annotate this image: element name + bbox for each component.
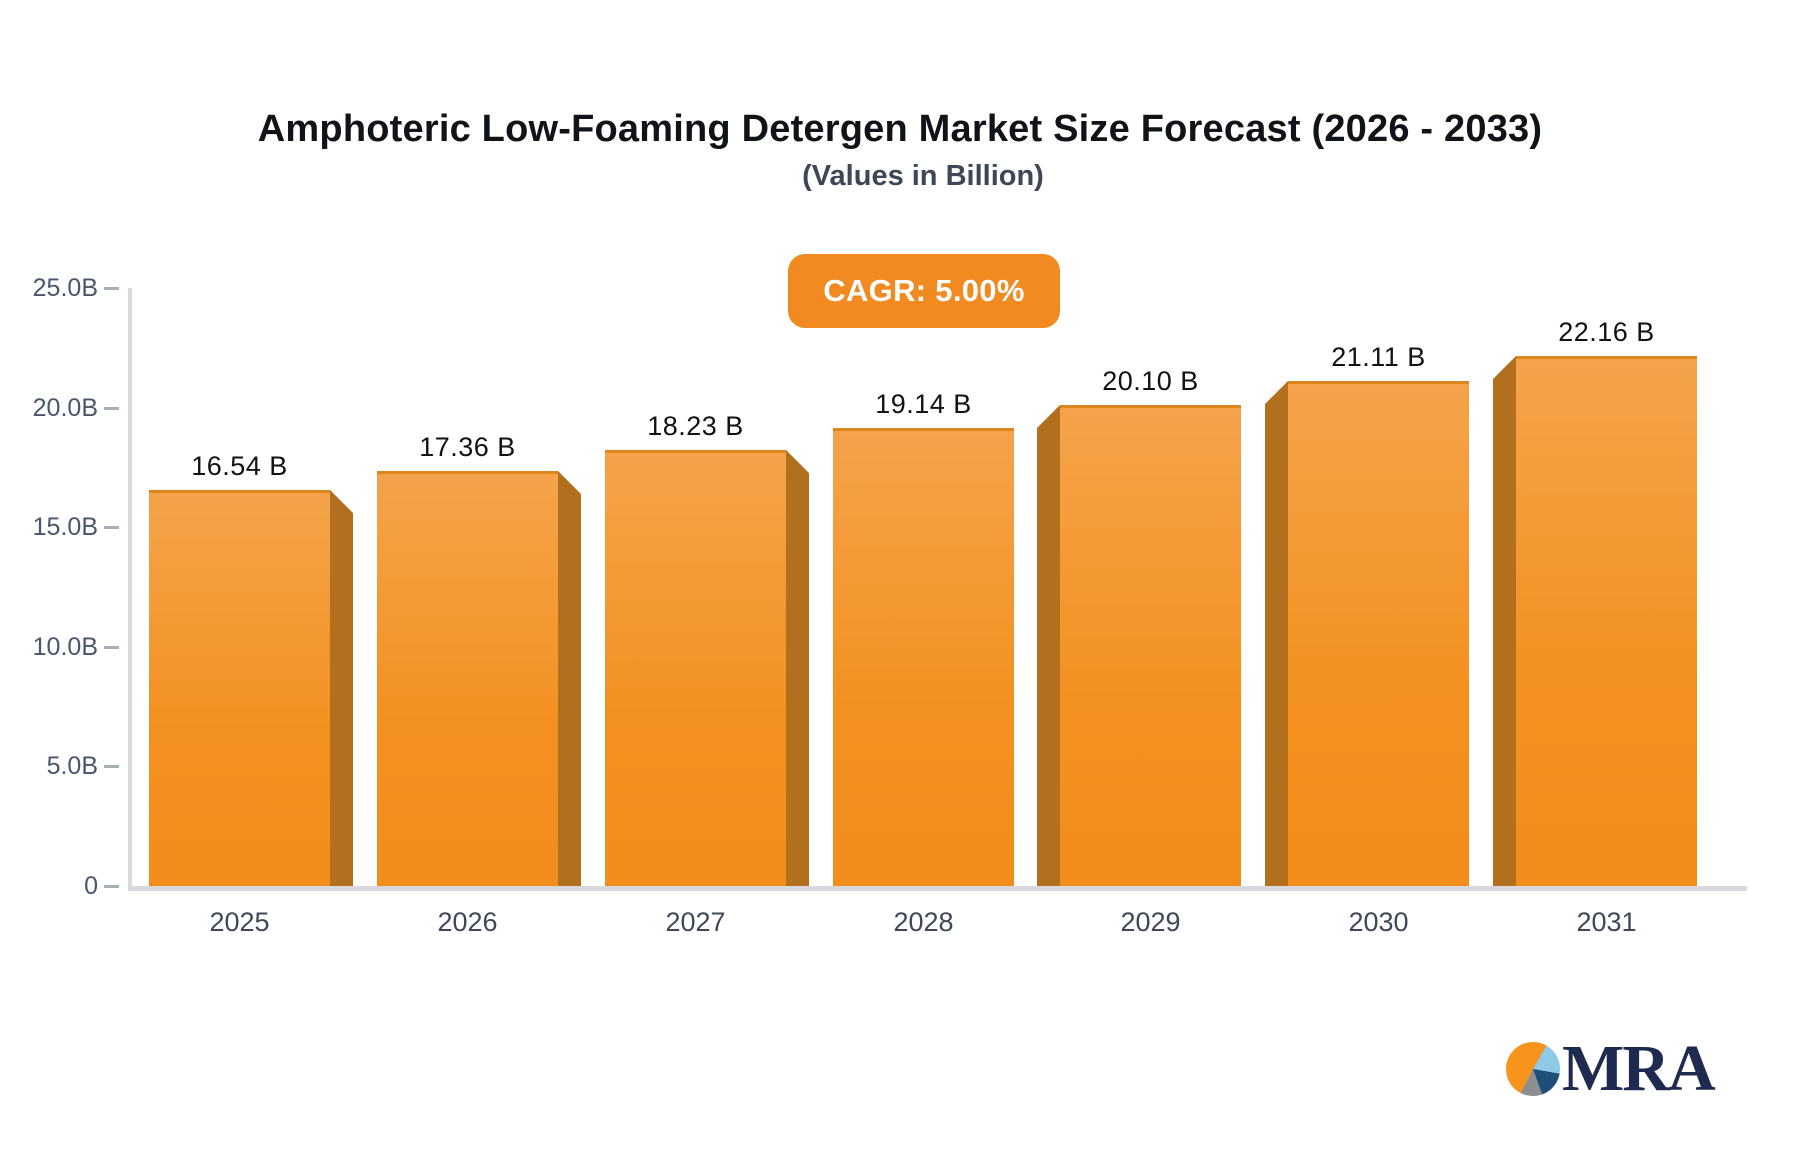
- bar-value-label: 16.54 B: [191, 451, 288, 481]
- y-axis-tick-label: 0: [84, 872, 98, 900]
- bar-2025: [149, 490, 330, 886]
- bar-value-label: 17.36 B: [419, 432, 516, 462]
- x-axis-label: 2031: [1576, 907, 1637, 937]
- x-axis-label: 2028: [893, 907, 954, 937]
- pie-chart-logo-icon: [1506, 1042, 1560, 1096]
- y-axis-tick-mark: [104, 407, 119, 410]
- logo-text: MRA: [1562, 1032, 1716, 1105]
- bar-2028: [833, 428, 1014, 886]
- y-axis-tick-label: 15.0B: [32, 513, 98, 541]
- bar-3d-side: [1265, 381, 1288, 886]
- x-axis-label: 2030: [1348, 907, 1409, 937]
- x-axis-label: 2027: [665, 907, 726, 937]
- bar-3d-side: [1493, 356, 1516, 886]
- mra-logo: MRA: [1506, 1032, 1716, 1105]
- y-axis-tick-mark: [104, 526, 119, 529]
- bar-value-label: 19.14 B: [875, 389, 972, 419]
- bar-2031: [1516, 356, 1697, 886]
- x-axis-label: 2029: [1120, 907, 1181, 937]
- y-axis-line: [128, 288, 132, 886]
- bar-value-label: 21.11 B: [1331, 342, 1426, 372]
- cagr-badge: CAGR: 5.00%: [788, 254, 1060, 328]
- bar-value-label: 18.23 B: [647, 411, 744, 441]
- y-axis-tick-label: 25.0B: [32, 274, 98, 302]
- y-axis-tick-label: 5.0B: [46, 752, 98, 780]
- bar-2030: [1288, 381, 1469, 886]
- y-axis-tick-label: 20.0B: [32, 394, 98, 422]
- x-axis-line: [128, 886, 1747, 891]
- bar-2026: [377, 471, 558, 886]
- bar-2029: [1060, 405, 1241, 886]
- chart-subtitle: (Values in Billion): [802, 160, 1044, 192]
- chart-title: Amphoteric Low-Foaming Detergen Market S…: [257, 108, 1543, 150]
- y-axis-tick-mark: [104, 765, 119, 768]
- bar-value-label: 22.16 B: [1558, 317, 1655, 347]
- y-axis-tick-label: 10.0B: [32, 633, 98, 661]
- bar-2027: [605, 450, 786, 886]
- y-axis-tick-mark: [104, 287, 119, 290]
- x-axis-label: 2026: [437, 907, 498, 937]
- bar-3d-side: [786, 450, 809, 886]
- x-axis-label: 2025: [209, 907, 270, 937]
- bar-3d-side: [330, 490, 353, 886]
- bar-3d-side: [558, 471, 581, 886]
- bar-value-label: 20.10 B: [1102, 366, 1199, 396]
- y-axis-tick-mark: [104, 646, 119, 649]
- y-axis-tick-mark: [104, 885, 119, 888]
- bar-3d-side: [1037, 405, 1060, 886]
